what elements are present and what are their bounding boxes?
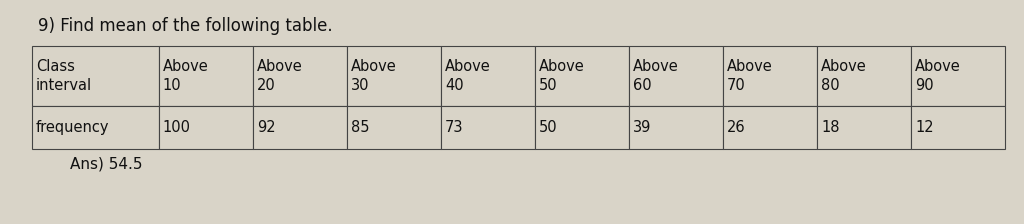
Text: Above
20: Above 20 — [257, 59, 303, 93]
Text: Above
40: Above 40 — [445, 59, 490, 93]
Bar — [911, 46, 1005, 106]
Bar — [32, 46, 159, 106]
Bar — [723, 106, 817, 149]
Text: 50: 50 — [539, 120, 558, 135]
Bar — [723, 46, 817, 106]
Bar — [441, 106, 535, 149]
Text: Above
60: Above 60 — [633, 59, 679, 93]
Bar — [347, 106, 441, 149]
Text: 18: 18 — [821, 120, 840, 135]
Text: 73: 73 — [445, 120, 464, 135]
Bar — [347, 46, 441, 106]
Text: Above
30: Above 30 — [351, 59, 396, 93]
Bar — [629, 106, 723, 149]
Text: Above
70: Above 70 — [727, 59, 773, 93]
Text: Above
80: Above 80 — [821, 59, 866, 93]
Text: 26: 26 — [727, 120, 745, 135]
Bar — [535, 46, 629, 106]
Text: Above
50: Above 50 — [539, 59, 585, 93]
Bar — [253, 46, 347, 106]
Bar — [159, 106, 253, 149]
Text: 9) Find mean of the following table.: 9) Find mean of the following table. — [38, 17, 333, 35]
Text: Ans) 54.5: Ans) 54.5 — [70, 156, 142, 171]
Bar — [32, 106, 159, 149]
Text: 92: 92 — [257, 120, 275, 135]
Text: frequency: frequency — [36, 120, 110, 135]
Bar — [441, 46, 535, 106]
Text: 12: 12 — [915, 120, 934, 135]
Bar — [817, 46, 911, 106]
Bar — [253, 106, 347, 149]
Bar — [629, 46, 723, 106]
Text: Above
90: Above 90 — [915, 59, 961, 93]
Bar — [817, 106, 911, 149]
Text: 39: 39 — [633, 120, 651, 135]
Text: 100: 100 — [163, 120, 190, 135]
Bar — [535, 106, 629, 149]
Text: 85: 85 — [351, 120, 370, 135]
Text: Class
interval: Class interval — [36, 59, 92, 93]
Text: Above
10: Above 10 — [163, 59, 209, 93]
Bar — [159, 46, 253, 106]
Bar — [911, 106, 1005, 149]
